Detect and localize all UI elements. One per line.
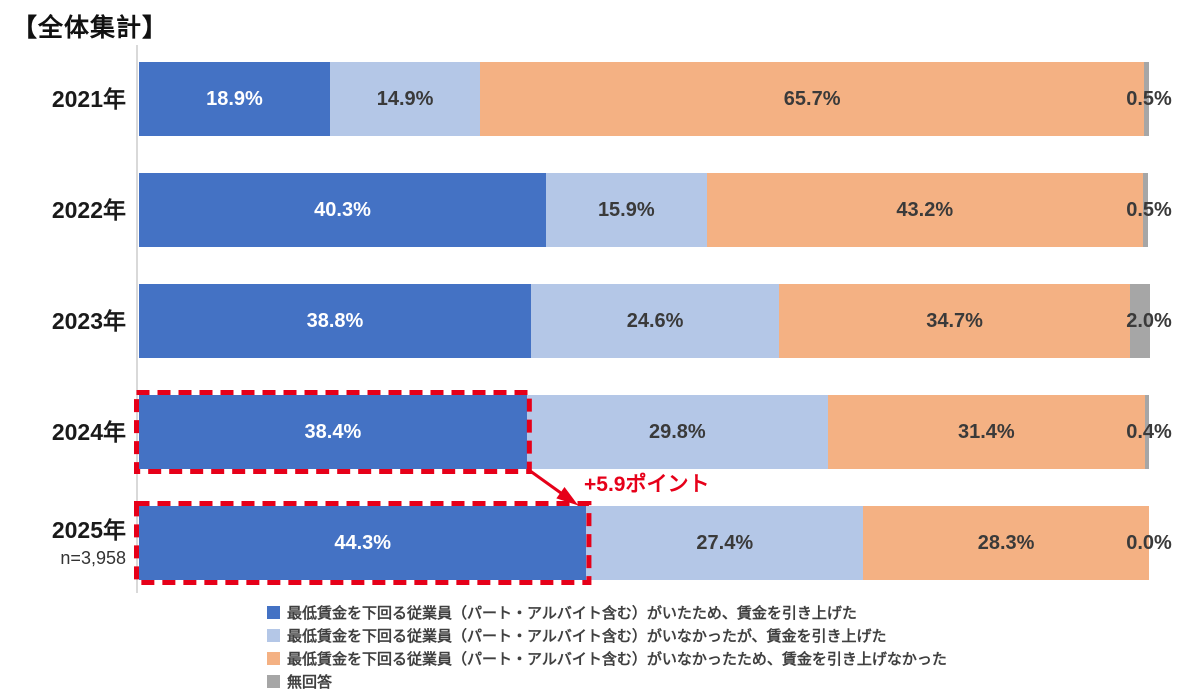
legend-swatch-icon	[267, 629, 280, 642]
bar-segment: 28.3%	[863, 506, 1149, 580]
segment-value-label: 18.9%	[206, 87, 263, 110]
bar-segment	[1143, 62, 1149, 136]
category-label: 2025年 n=3,958	[0, 506, 126, 580]
bar-segment: 24.6%	[530, 284, 780, 358]
bar-segment: 43.2%	[706, 173, 1143, 247]
segment-value-label: 38.4%	[304, 420, 362, 443]
category-label: 2023年	[0, 284, 126, 358]
bar-segment	[1142, 173, 1148, 247]
segment-value-label-last: 0.5%	[1126, 87, 1172, 110]
bar-segment: 38.4%	[139, 395, 527, 469]
segment-value-label-last: 0.0%	[1126, 531, 1172, 554]
legend-item: 最低賃金を下回る従業員（パート・アルバイト含む）がいなかったが、賃金を引き上げた	[267, 624, 947, 647]
bar-segment: 15.9%	[546, 173, 707, 247]
bar-segment: 38.8%	[139, 284, 531, 358]
chart-row: 2025年 n=3,958 44.3% 27.4% 28.3% 0.0%	[0, 506, 1200, 580]
bar-segment	[1129, 284, 1150, 358]
legend-item: 最低賃金を下回る従業員（パート・アルバイト含む）がいたため、賃金を引き上げた	[267, 601, 947, 624]
chart-row: 2021年 18.9% 14.9% 65.7% 0.5%	[0, 62, 1200, 136]
segment-value-label: 29.8%	[648, 420, 706, 443]
year-label: 2023年	[51, 307, 126, 334]
segment-value-label: 14.9%	[376, 87, 434, 110]
legend-label: 無回答	[287, 674, 333, 691]
legend-swatch-icon	[267, 606, 280, 619]
year-label: 2025年	[51, 517, 126, 544]
annotation-label: +5.9ポイント	[584, 473, 710, 496]
legend-item: 最低賃金を下回る従業員（パート・アルバイト含む）がいなかったため、賃金を引き上げ…	[267, 647, 947, 670]
segment-value-label-last: 0.5%	[1126, 198, 1172, 221]
year-label: 2024年	[51, 418, 126, 445]
segment-value-label: 27.4%	[696, 531, 754, 554]
sample-size-note: n=3,958	[60, 547, 126, 568]
annotation-arrow-head	[556, 486, 579, 506]
legend-swatch-icon	[267, 652, 280, 665]
bar-segment: 14.9%	[329, 62, 481, 136]
bar-segment: 34.7%	[779, 284, 1130, 358]
bar-segment: 40.3%	[139, 173, 547, 247]
y-axis-line	[136, 45, 138, 593]
segment-value-label: 38.8%	[306, 309, 364, 332]
chart-row: 2023年 38.8% 24.6% 34.7% 2.0%	[0, 284, 1200, 358]
category-label: 2021年	[0, 62, 126, 136]
segment-value-label: 31.4%	[958, 420, 1015, 443]
legend: 最低賃金を下回る従業員（パート・アルバイト含む）がいたため、賃金を引き上げた最低…	[267, 601, 947, 693]
year-label: 2021年	[51, 85, 126, 112]
segment-value-label: 34.7%	[926, 309, 983, 332]
legend-label: 最低賃金を下回る従業員（パート・アルバイト含む）がいたため、賃金を引き上げた	[287, 605, 857, 622]
bar-segment	[1144, 395, 1149, 469]
chart-row: 2022年 40.3% 15.9% 43.2% 0.5%	[0, 173, 1200, 247]
stacked-bar: 38.8% 24.6% 34.7% 2.0%	[139, 284, 1172, 358]
stacked-bar: 40.3% 15.9% 43.2% 0.5%	[139, 173, 1172, 247]
legend-swatch-icon	[267, 675, 280, 688]
legend-item: 無回答	[267, 670, 947, 693]
segment-value-label-last: 0.4%	[1126, 420, 1172, 443]
segment-value-label: 40.3%	[314, 198, 371, 221]
bar-segment: 65.7%	[480, 62, 1144, 136]
bar-segment: 31.4%	[827, 395, 1145, 469]
segment-value-label-last: 2.0%	[1126, 309, 1172, 332]
segment-value-label: 44.3%	[334, 531, 392, 554]
segment-value-label: 65.7%	[783, 87, 841, 110]
category-label: 2022年	[0, 173, 126, 247]
page-title: 【全体集計】	[12, 14, 169, 42]
segment-value-label: 43.2%	[896, 198, 954, 221]
chart-row: 2024年 38.4% 29.8% 31.4% 0.4%	[0, 395, 1200, 469]
category-label: 2024年	[0, 395, 126, 469]
year-label: 2022年	[51, 196, 126, 223]
stacked-bar: 38.4% 29.8% 31.4% 0.4%	[139, 395, 1172, 469]
bar-segment: 44.3%	[139, 506, 587, 580]
stacked-bar: 44.3% 27.4% 28.3% 0.0%	[139, 506, 1172, 580]
segment-value-label: 24.6%	[626, 309, 684, 332]
segment-value-label: 28.3%	[977, 531, 1035, 554]
legend-label: 最低賃金を下回る従業員（パート・アルバイト含む）がいなかったため、賃金を引き上げ…	[287, 651, 947, 668]
legend-label: 最低賃金を下回る従業員（パート・アルバイト含む）がいなかったが、賃金を引き上げた	[287, 628, 887, 645]
bar-segment: 18.9%	[139, 62, 330, 136]
annotation-arrow-line	[527, 468, 575, 504]
stacked-bar: 18.9% 14.9% 65.7% 0.5%	[139, 62, 1172, 136]
bar-segment: 29.8%	[526, 395, 828, 469]
bar-segment: 27.4%	[586, 506, 864, 580]
segment-value-label: 15.9%	[597, 198, 655, 221]
